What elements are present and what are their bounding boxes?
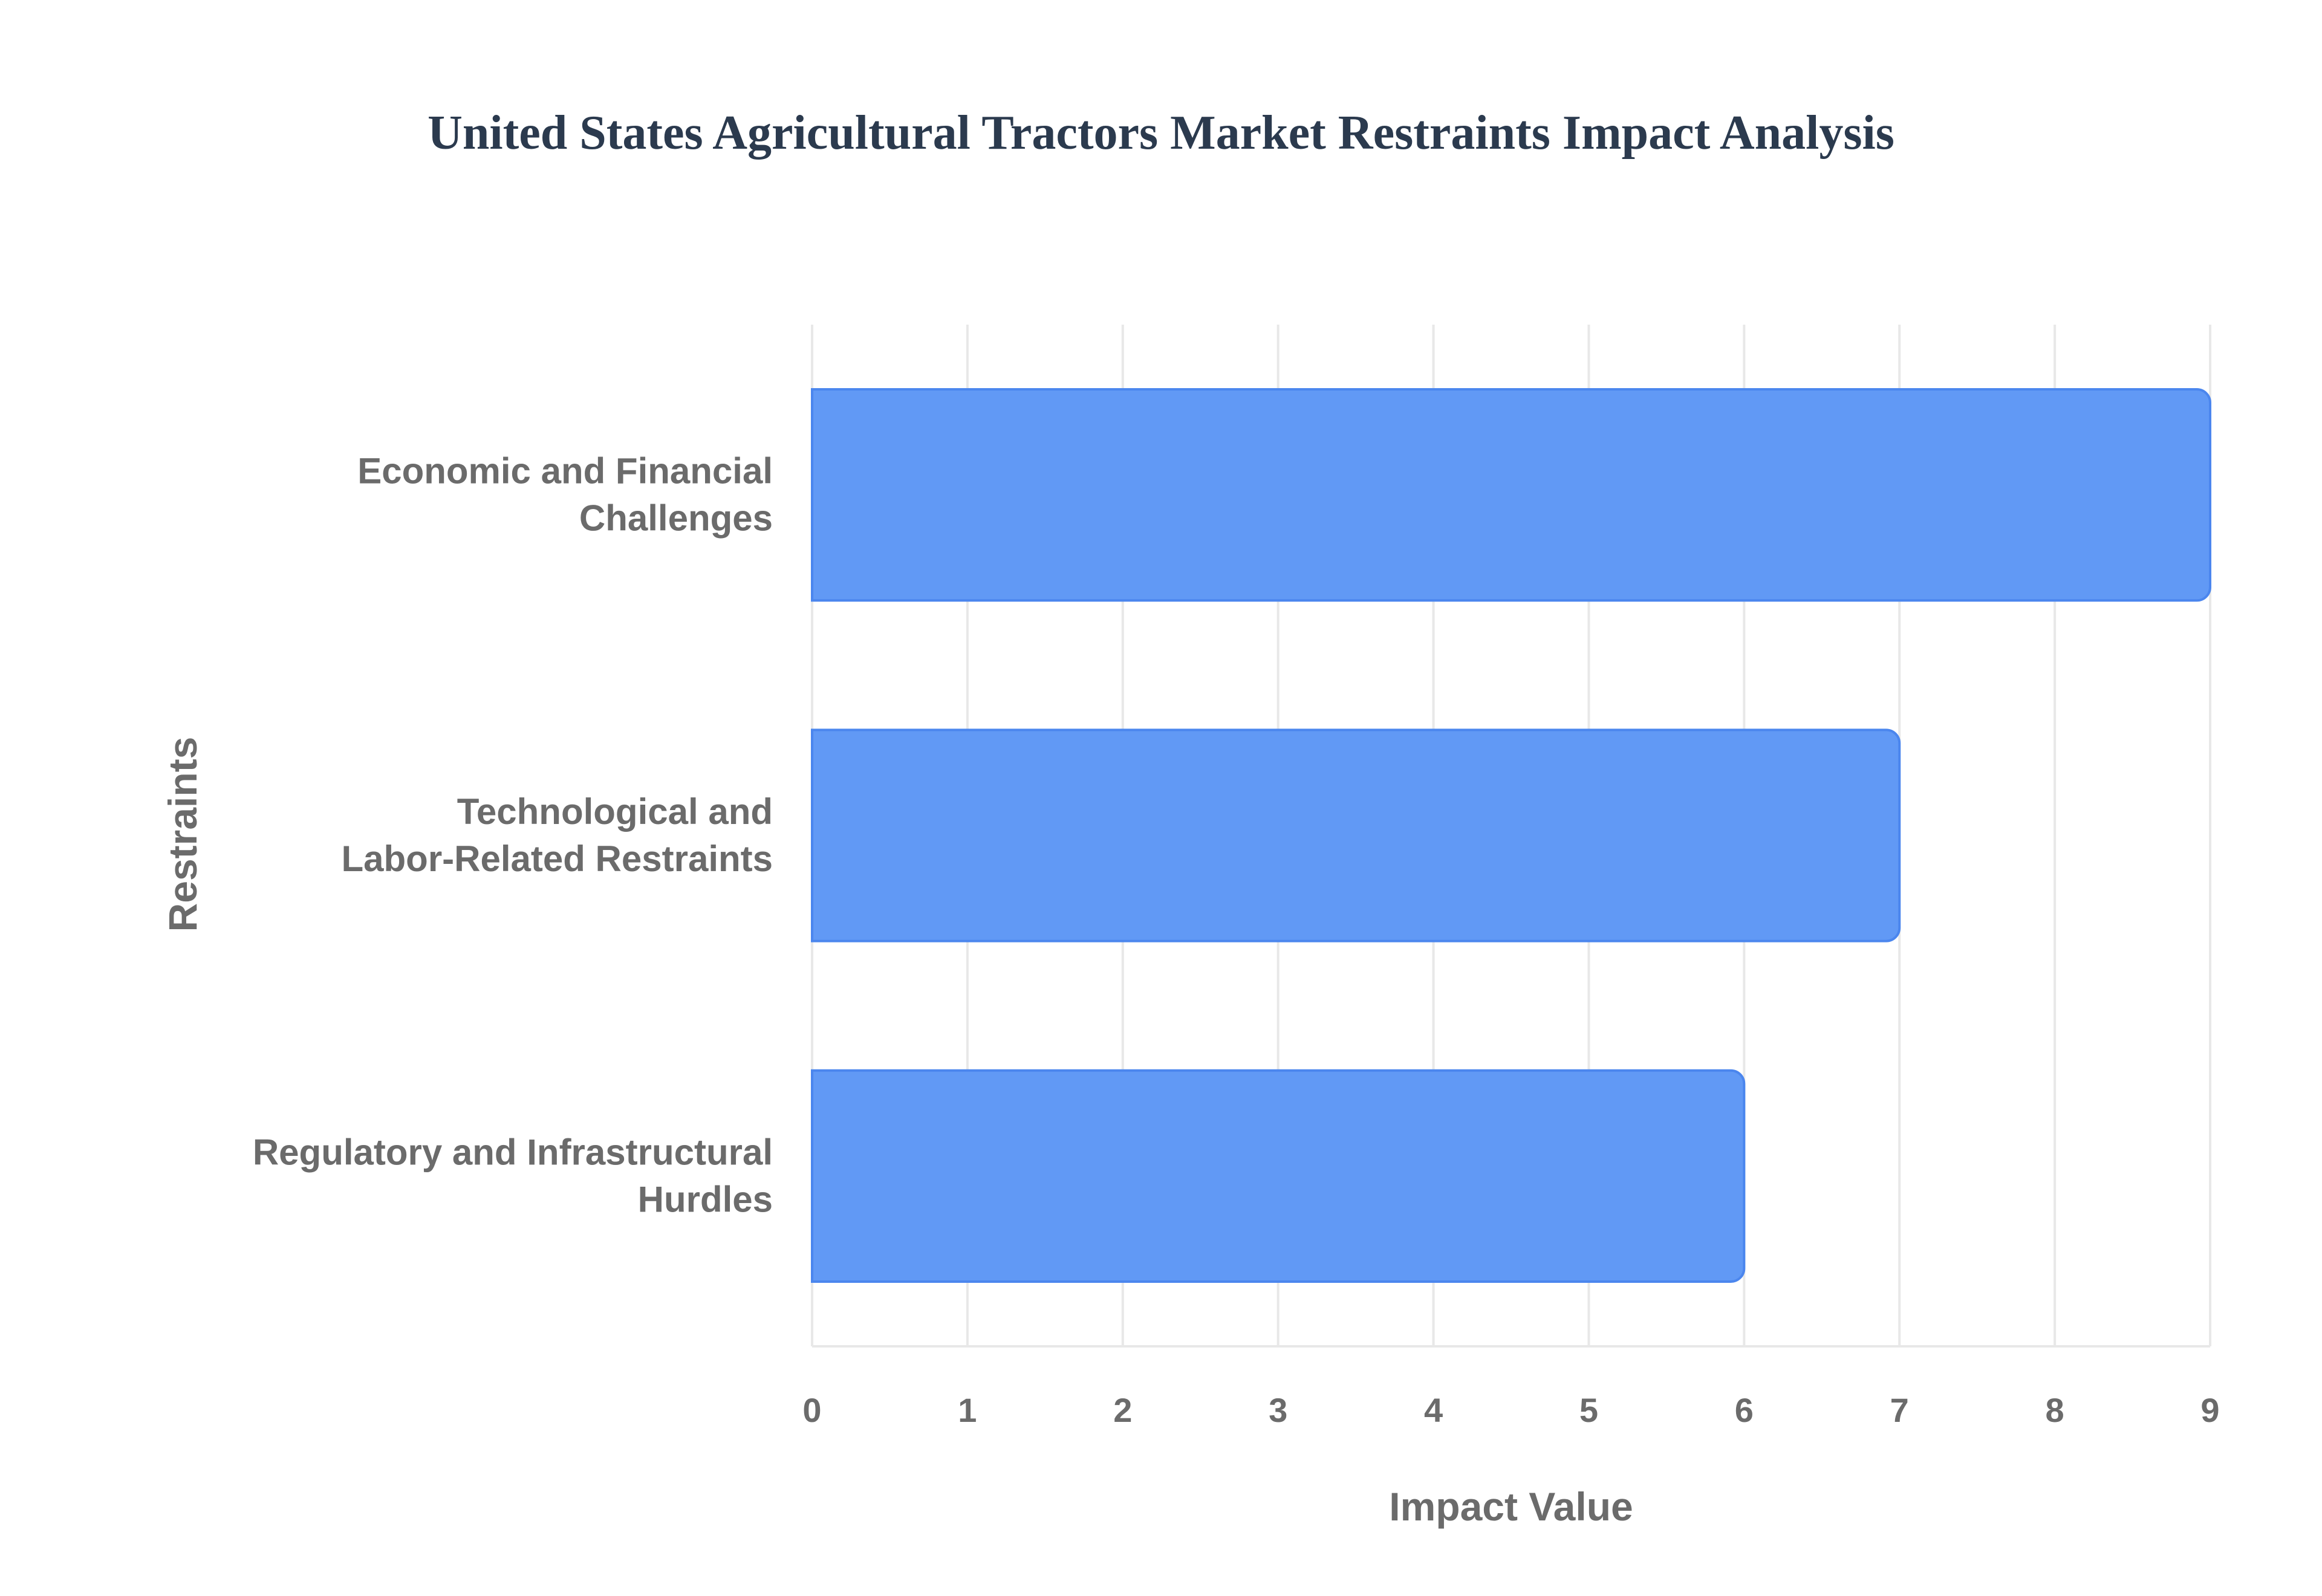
x-tick-label: 6	[1735, 1391, 1754, 1429]
category-label: Regulatory and Infrastructural Hurdles	[253, 1132, 773, 1219]
category-labels: Economic and Financial Challenges Technolo…	[253, 451, 773, 1220]
x-tick-label: 2	[1113, 1391, 1132, 1429]
bars	[811, 388, 2211, 1283]
category-label-line: Labor-Related Restraints	[342, 839, 773, 879]
chart-title: United States Agricultural Tractors Mark…	[428, 106, 1894, 160]
bar	[811, 1069, 1746, 1283]
category-label-line: Regulatory and Infrastructural	[253, 1132, 773, 1172]
x-tick-label: 5	[1579, 1391, 1598, 1429]
bar	[811, 728, 1901, 942]
x-tick-labels: 0 1 2 3 4 5 6 7 8 9	[802, 1391, 2219, 1429]
category-label-line: Challenges	[579, 498, 773, 539]
category-label-line: Economic and Financial	[357, 451, 773, 491]
x-tick-label: 0	[802, 1391, 821, 1429]
x-tick-label: 8	[2046, 1391, 2064, 1429]
category-label: Economic and Financial Challenges	[357, 451, 773, 539]
bar	[811, 388, 2211, 602]
category-label-line: Hurdles	[638, 1179, 773, 1219]
x-tick-label: 1	[958, 1391, 977, 1429]
x-tick-label: 7	[1890, 1391, 1909, 1429]
category-label-line: Technological and	[457, 791, 773, 832]
x-axis-title: Impact Value	[1389, 1484, 1633, 1529]
category-label: Technological and Labor-Related Restraint…	[342, 791, 773, 879]
x-tick-label: 4	[1424, 1391, 1443, 1429]
x-tick-label: 3	[1269, 1391, 1287, 1429]
x-tick-label: 9	[2200, 1391, 2219, 1429]
y-axis-title: Restraints	[160, 737, 205, 932]
